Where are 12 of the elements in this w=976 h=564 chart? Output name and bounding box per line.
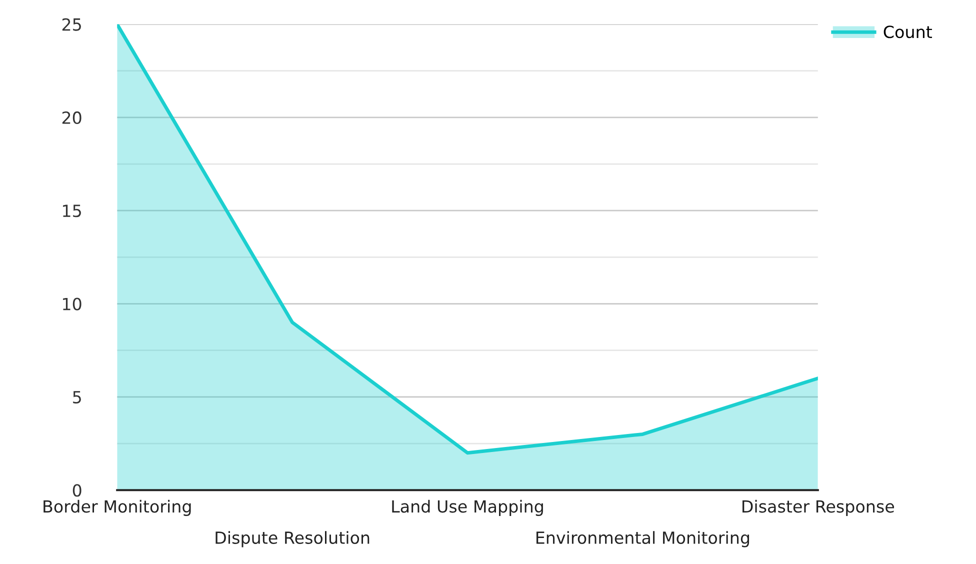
legend-label: Count [884,26,932,38]
x-tick-label: Land Use Mapping [392,500,543,516]
y-tick-label: 10 [63,298,82,310]
y-tick-label: 25 [62,18,81,31]
y-tick-label: 0 [72,484,82,497]
x-tick-label: Disaster Response [742,500,894,516]
y-tick-label: 20 [62,111,82,124]
x-tick-label: Border Monitoring [44,500,191,516]
x-tick-label: Environmental Monitoring [536,531,750,548]
y-tick-label: 5 [73,391,81,404]
x-tick-label: Dispute Resolution [216,531,370,548]
y-tick-label: 15 [63,204,81,218]
